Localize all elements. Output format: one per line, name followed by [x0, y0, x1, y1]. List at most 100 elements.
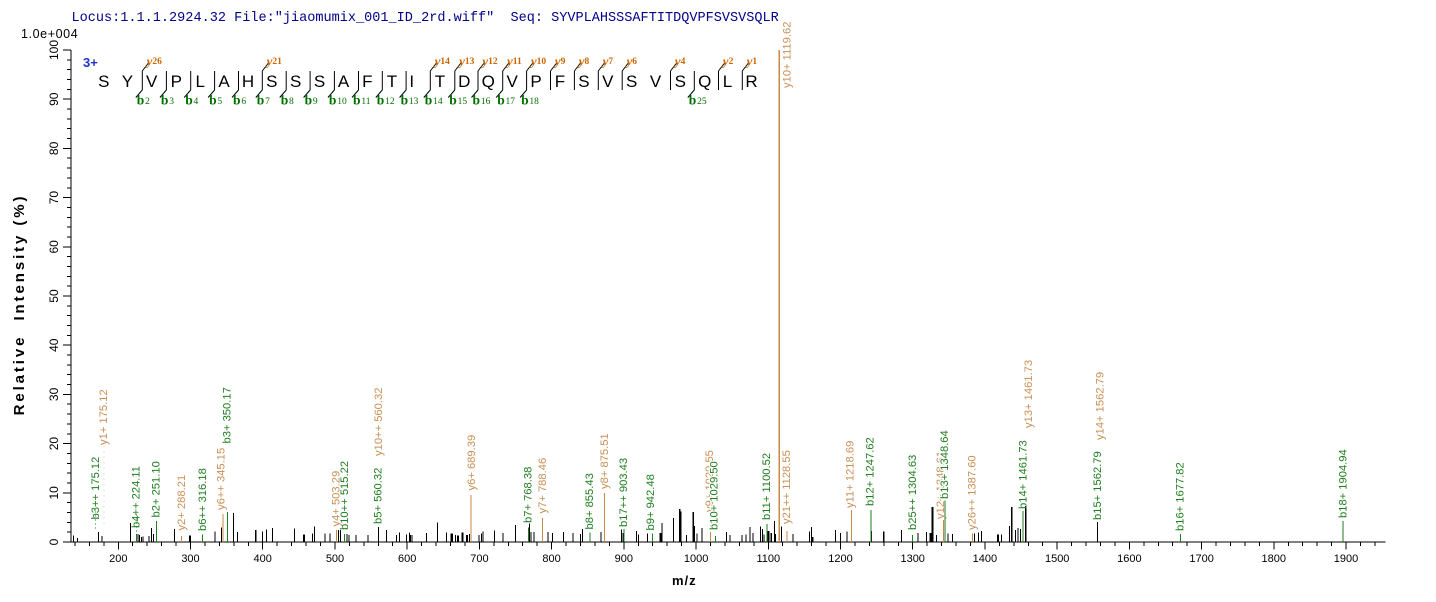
- svg-text:b5+ 560.32: b5+ 560.32: [373, 468, 385, 524]
- svg-text:y12+ 1348.61: y12+ 1348.61: [935, 451, 947, 519]
- svg-text:800: 800: [542, 553, 560, 565]
- svg-text:y11: y11: [505, 54, 522, 69]
- svg-text:b12+ 1247.62: b12+ 1247.62: [865, 437, 877, 506]
- svg-text:b6: b6: [233, 93, 246, 108]
- svg-text:y14+ 1562.79: y14+ 1562.79: [1095, 372, 1107, 440]
- svg-text:b10++ 515.22: b10++ 515.22: [339, 461, 351, 530]
- svg-text:y1+ 175.12: y1+ 175.12: [98, 389, 110, 445]
- svg-text:y21++ 1128.55: y21++ 1128.55: [781, 450, 793, 524]
- svg-text:b4: b4: [185, 93, 198, 108]
- svg-text:y4: y4: [673, 54, 686, 69]
- svg-text:b9+ 942.48: b9+ 942.48: [645, 474, 657, 530]
- svg-text:0: 0: [47, 538, 61, 545]
- svg-text:y21: y21: [265, 54, 283, 69]
- svg-text:b7: b7: [257, 93, 270, 108]
- svg-text:b2: b2: [137, 93, 150, 108]
- svg-text:y7: y7: [601, 54, 614, 69]
- svg-text:50: 50: [47, 289, 61, 303]
- svg-text:y6: y6: [625, 54, 638, 69]
- svg-text:V: V: [602, 72, 614, 91]
- svg-text:L: L: [723, 72, 732, 91]
- svg-text:900: 900: [615, 553, 633, 565]
- svg-text:1900: 1900: [1334, 553, 1358, 565]
- svg-text:1500: 1500: [1045, 553, 1069, 565]
- svg-text:D: D: [458, 72, 470, 91]
- svg-text:b17++ 903.43: b17++ 903.43: [618, 458, 630, 527]
- svg-text:y10: y10: [529, 54, 547, 69]
- svg-text:I: I: [409, 72, 414, 91]
- svg-text:S: S: [578, 72, 589, 91]
- svg-text:y8: y8: [577, 54, 590, 69]
- svg-text:30: 30: [47, 387, 61, 401]
- svg-text:Locus:1.1.1.2924.32 File:"jiao: Locus:1.1.1.2924.32 File:"jiaomumix_001_…: [72, 11, 779, 26]
- svg-text:b25++ 1304.63: b25++ 1304.63: [907, 455, 919, 530]
- svg-text:b8: b8: [281, 93, 294, 108]
- svg-text:b14: b14: [425, 93, 443, 108]
- svg-text:y14: y14: [433, 54, 451, 69]
- svg-text:b13+ 1348.64: b13+ 1348.64: [939, 430, 951, 499]
- svg-text:b25: b25: [689, 93, 707, 108]
- svg-text:b10+ 1029.50: b10+ 1029.50: [708, 461, 720, 530]
- svg-text:S: S: [626, 72, 637, 91]
- svg-text:y13+ 1461.73: y13+ 1461.73: [1023, 360, 1035, 428]
- svg-text:S: S: [290, 72, 301, 91]
- svg-text:1600: 1600: [1117, 553, 1141, 565]
- svg-text:1700: 1700: [1189, 553, 1213, 565]
- svg-text:S: S: [675, 72, 686, 91]
- svg-text:b2+ 251.10: b2+ 251.10: [150, 461, 162, 517]
- svg-text:b4++ 224.11: b4++ 224.11: [131, 466, 143, 528]
- svg-text:y2+ 288.21: y2+ 288.21: [176, 475, 188, 531]
- svg-text:1800: 1800: [1262, 553, 1286, 565]
- svg-text:y2: y2: [721, 54, 734, 69]
- svg-text:Q: Q: [482, 72, 495, 91]
- svg-text:b18+ 1904.94: b18+ 1904.94: [1337, 449, 1349, 518]
- svg-text:b11: b11: [353, 93, 371, 108]
- svg-text:1200: 1200: [828, 553, 852, 565]
- svg-text:y6+ 689.39: y6+ 689.39: [466, 435, 478, 491]
- svg-text:S: S: [314, 72, 325, 91]
- svg-text:y12: y12: [480, 54, 498, 69]
- svg-text:b15+ 1562.79: b15+ 1562.79: [1092, 451, 1104, 520]
- svg-text:y10+ 1119.62: y10+ 1119.62: [782, 22, 794, 88]
- svg-text:A: A: [218, 72, 230, 91]
- svg-text:y9: y9: [553, 54, 566, 69]
- svg-text:b10: b10: [329, 93, 347, 108]
- svg-text:b13: b13: [401, 93, 419, 108]
- svg-text:A: A: [338, 72, 350, 91]
- svg-text:600: 600: [398, 553, 416, 565]
- svg-text:P: P: [171, 72, 182, 91]
- svg-text:b3++ 175.12: b3++ 175.12: [90, 457, 102, 520]
- svg-text:b12: b12: [377, 93, 395, 108]
- svg-text:1000: 1000: [684, 553, 708, 565]
- svg-text:1400: 1400: [973, 553, 997, 565]
- svg-text:10: 10: [47, 486, 61, 500]
- svg-text:300: 300: [181, 553, 199, 565]
- svg-text:T: T: [435, 72, 445, 91]
- svg-text:b11+ 1100.52: b11+ 1100.52: [761, 453, 773, 520]
- svg-text:y6++ 345.15: y6++ 345.15: [215, 448, 227, 510]
- svg-text:1100: 1100: [756, 553, 780, 565]
- svg-text:V: V: [146, 72, 158, 91]
- svg-text:1300: 1300: [900, 553, 924, 565]
- svg-text:60: 60: [47, 240, 61, 254]
- svg-text:y1: y1: [745, 54, 758, 69]
- svg-text:P: P: [530, 72, 541, 91]
- svg-text:b7+ 768.38: b7+ 768.38: [523, 467, 535, 523]
- svg-text:b14+ 1461.73: b14+ 1461.73: [1017, 440, 1029, 509]
- svg-text:500: 500: [326, 553, 344, 565]
- svg-text:b9: b9: [305, 93, 318, 108]
- svg-text:b17: b17: [497, 93, 515, 108]
- svg-text:y11+ 1218.69: y11+ 1218.69: [845, 441, 857, 508]
- svg-text:100: 100: [47, 40, 61, 60]
- svg-text:40: 40: [47, 338, 61, 352]
- svg-text:20: 20: [47, 437, 61, 451]
- svg-text:400: 400: [254, 553, 272, 565]
- svg-text:S: S: [266, 72, 277, 91]
- svg-text:b16: b16: [473, 93, 491, 108]
- svg-text:m/z: m/z: [672, 573, 697, 588]
- svg-text:L: L: [195, 72, 204, 91]
- svg-text:b16+ 1677.82: b16+ 1677.82: [1174, 462, 1186, 531]
- svg-text:200: 200: [109, 553, 127, 565]
- svg-text:y10++ 560.32: y10++ 560.32: [373, 388, 385, 456]
- svg-text:90: 90: [47, 92, 61, 106]
